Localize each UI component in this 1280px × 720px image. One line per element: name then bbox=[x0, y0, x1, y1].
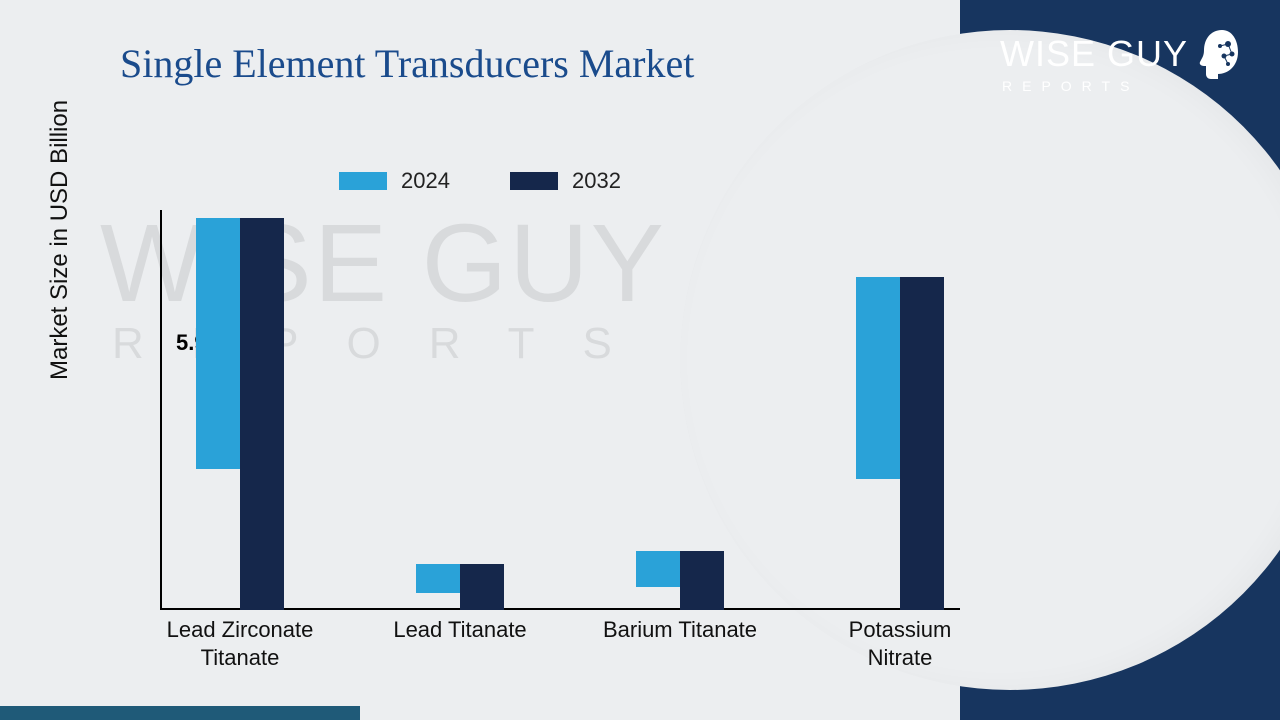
brand-logo: WISE GUY REPORTS bbox=[1000, 26, 1250, 94]
brand-logo-text: WISE GUY bbox=[1000, 33, 1188, 75]
legend-item-2032: 2032 bbox=[510, 168, 621, 194]
y-axis bbox=[160, 210, 162, 610]
chart-title: Single Element Transducers Market bbox=[120, 40, 694, 87]
head-icon bbox=[1192, 26, 1248, 82]
y-axis-label: Market Size in USD Billion bbox=[46, 100, 74, 380]
bar bbox=[240, 218, 284, 610]
bar bbox=[196, 218, 240, 468]
bar-group bbox=[180, 218, 300, 610]
bar-group bbox=[620, 551, 740, 610]
bar bbox=[416, 564, 460, 593]
legend-swatch-2032 bbox=[510, 172, 558, 190]
x-tick-label: Potassium Nitrate bbox=[820, 616, 980, 671]
brand-logo-main: WISE GUY bbox=[1000, 26, 1250, 82]
bar bbox=[636, 551, 680, 587]
x-tick-label: Barium Titanate bbox=[600, 616, 760, 644]
x-tick-label: Lead Titanate bbox=[380, 616, 540, 644]
legend-label-2024: 2024 bbox=[401, 168, 450, 194]
bar bbox=[460, 564, 504, 610]
bottom-accent-bar bbox=[0, 706, 360, 720]
bar bbox=[680, 551, 724, 610]
bar bbox=[900, 277, 944, 610]
x-tick-label: Lead Zirconate Titanate bbox=[160, 616, 320, 671]
legend: 2024 2032 bbox=[0, 168, 960, 194]
report-canvas: WISE GUY REPORTS WISE GUY R bbox=[0, 0, 1280, 720]
bar-group bbox=[400, 564, 520, 610]
bar-group bbox=[840, 277, 960, 610]
legend-swatch-2024 bbox=[339, 172, 387, 190]
legend-label-2032: 2032 bbox=[572, 168, 621, 194]
plot-area: 5.94Lead Zirconate TitanateLead Titanate… bbox=[100, 210, 960, 610]
legend-item-2024: 2024 bbox=[339, 168, 450, 194]
bar bbox=[856, 277, 900, 479]
